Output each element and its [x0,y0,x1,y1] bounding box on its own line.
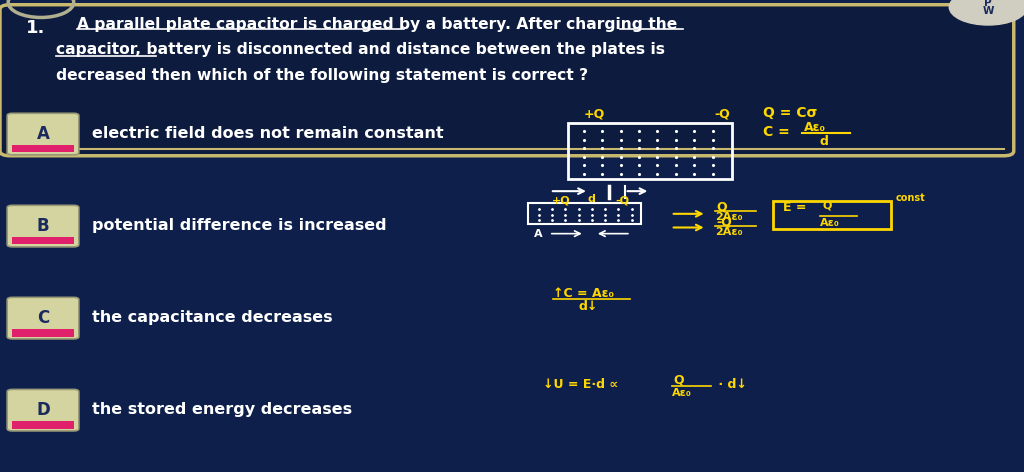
Bar [12,237,74,244]
Bar [12,145,74,152]
Text: D: D [36,401,50,419]
Text: · d↓: · d↓ [714,378,746,391]
Text: Q = Cσ: Q = Cσ [763,106,817,120]
Text: A: A [535,228,543,239]
Text: electric field does not remain constant: electric field does not remain constant [92,126,443,141]
Text: Q: Q [717,200,727,213]
Text: C =: C = [763,125,790,139]
Bar [528,203,641,224]
Text: the capacitance decreases: the capacitance decreases [92,310,333,325]
Text: A: A [37,125,49,143]
Text: 2Aε₀: 2Aε₀ [715,212,742,222]
Text: -Q: -Q [717,215,732,228]
FancyBboxPatch shape [7,297,79,339]
Text: capacitor, battery is disconnected and distance between the plates is: capacitor, battery is disconnected and d… [56,42,666,58]
Text: decreased then which of the following statement is correct ?: decreased then which of the following st… [56,68,589,84]
Text: C: C [37,309,49,327]
Text: Aε₀: Aε₀ [804,121,825,134]
Text: Aε₀: Aε₀ [820,218,840,228]
Bar [12,421,74,429]
Text: Aε₀: Aε₀ [672,388,691,398]
Bar [773,201,891,229]
Text: ↓U = E·d ∝: ↓U = E·d ∝ [543,378,617,391]
Text: ↑C = Aε₀: ↑C = Aε₀ [553,287,614,300]
Text: Q: Q [822,200,831,211]
Text: Q: Q [674,373,684,387]
Text: A parallel plate capacitor is charged by a battery. After charging the: A parallel plate capacitor is charged by… [77,17,677,32]
Text: const: const [896,193,926,203]
Text: B: B [37,217,49,235]
Text: +Q: +Q [584,108,604,121]
Text: +Q: +Q [552,195,570,206]
Text: 2Aε₀: 2Aε₀ [715,227,742,237]
Bar [12,329,74,337]
FancyBboxPatch shape [7,389,79,431]
Text: E =: E = [783,201,807,214]
FancyBboxPatch shape [7,205,79,247]
Text: d: d [819,135,828,148]
Text: P
W: P W [982,0,994,17]
Text: d: d [588,194,596,204]
FancyBboxPatch shape [0,5,1014,156]
Text: potential difference is increased: potential difference is increased [92,218,387,233]
Circle shape [949,0,1024,25]
Text: the stored energy decreases: the stored energy decreases [92,402,352,417]
Text: -Q: -Q [615,195,630,206]
Bar [568,123,732,179]
Text: 1.: 1. [26,19,45,37]
FancyBboxPatch shape [7,113,79,155]
Text: -Q: -Q [714,108,730,121]
Text: d↓: d↓ [579,300,598,313]
